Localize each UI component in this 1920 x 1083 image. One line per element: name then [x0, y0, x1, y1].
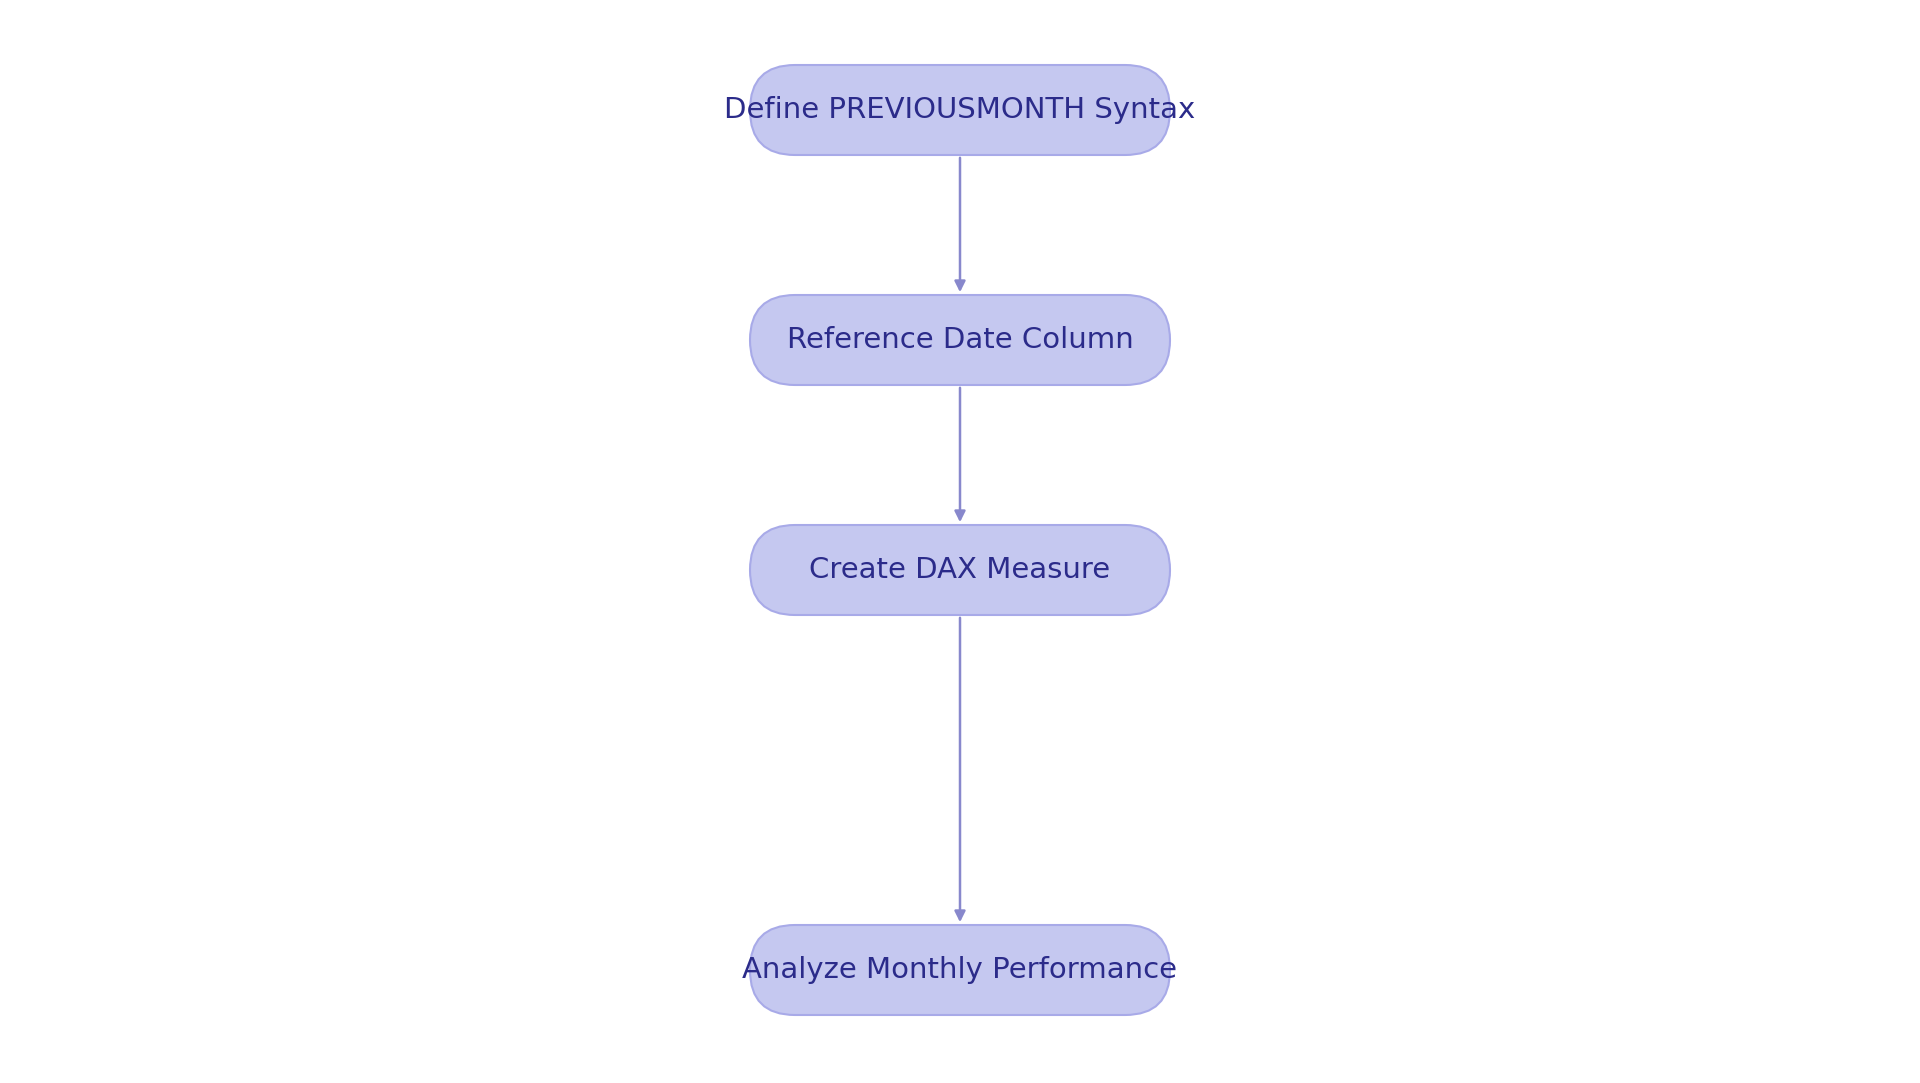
- Text: Analyze Monthly Performance: Analyze Monthly Performance: [743, 956, 1177, 984]
- FancyBboxPatch shape: [751, 925, 1169, 1015]
- FancyBboxPatch shape: [751, 295, 1169, 384]
- FancyBboxPatch shape: [751, 525, 1169, 615]
- Text: Define PREVIOUSMONTH Syntax: Define PREVIOUSMONTH Syntax: [724, 96, 1196, 123]
- FancyBboxPatch shape: [751, 65, 1169, 155]
- Text: Reference Date Column: Reference Date Column: [787, 326, 1133, 354]
- Text: Create DAX Measure: Create DAX Measure: [810, 556, 1110, 584]
